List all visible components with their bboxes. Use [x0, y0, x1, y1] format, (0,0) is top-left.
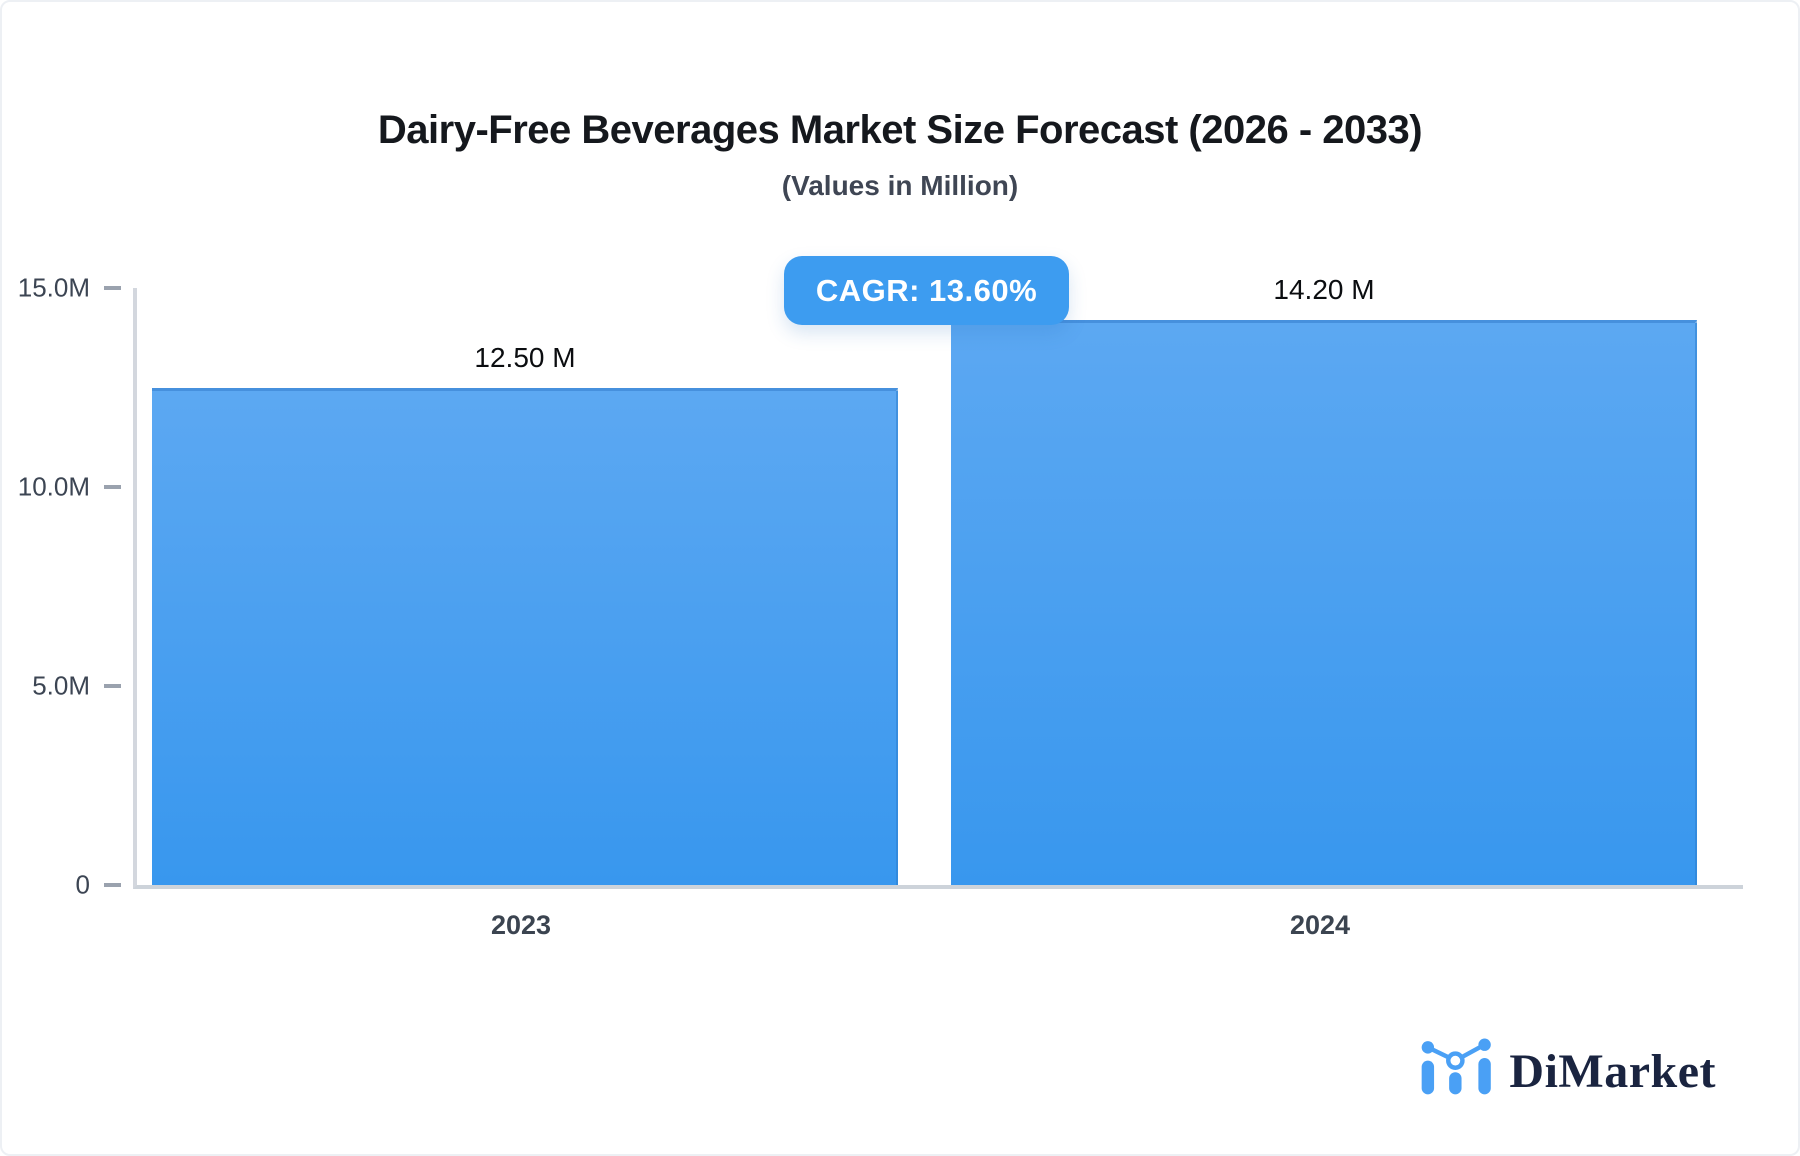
x-axis-label-2024: 2024	[1289, 910, 1351, 940]
plot-area: 15.0M 10.0M 5.0M 0 12.50 M 14.20 M	[18, 273, 1743, 900]
y-tick-mark	[104, 684, 121, 688]
brand-name: DiMarket	[1509, 1045, 1716, 1098]
bar-column-2024: 14.20 M	[951, 274, 1697, 885]
cagr-badge: CAGR: 13.60%	[784, 256, 1069, 325]
cagr-badge-label: CAGR: 13.60%	[815, 272, 1038, 308]
y-tick-mark	[104, 286, 121, 290]
y-tick-label: 10.0M	[17, 471, 90, 502]
y-tick-mark	[104, 883, 121, 887]
y-tick-label: 5.0M	[32, 670, 90, 701]
chart-subtitle: (Values in Million)	[781, 170, 1019, 201]
y-tick-mark	[104, 485, 121, 489]
bar-2024[interactable]	[951, 319, 1697, 885]
bar-value-label-2023: 12.50 M	[474, 341, 576, 373]
y-tick-label: 0	[75, 869, 90, 900]
bar-column-2023: 12.50 M	[152, 342, 898, 885]
bar-line-chart-icon	[1422, 1038, 1492, 1095]
brand-logo: DiMarket	[1419, 1036, 1716, 1096]
chart-title: Dairy-Free Beverages Market Size Forecas…	[377, 108, 1423, 152]
bar-value-label-2024: 14.20 M	[1273, 273, 1375, 305]
bar-2023[interactable]	[152, 387, 898, 885]
x-axis-label-2023: 2023	[490, 910, 552, 940]
y-tick-label: 15.0M	[17, 272, 90, 303]
